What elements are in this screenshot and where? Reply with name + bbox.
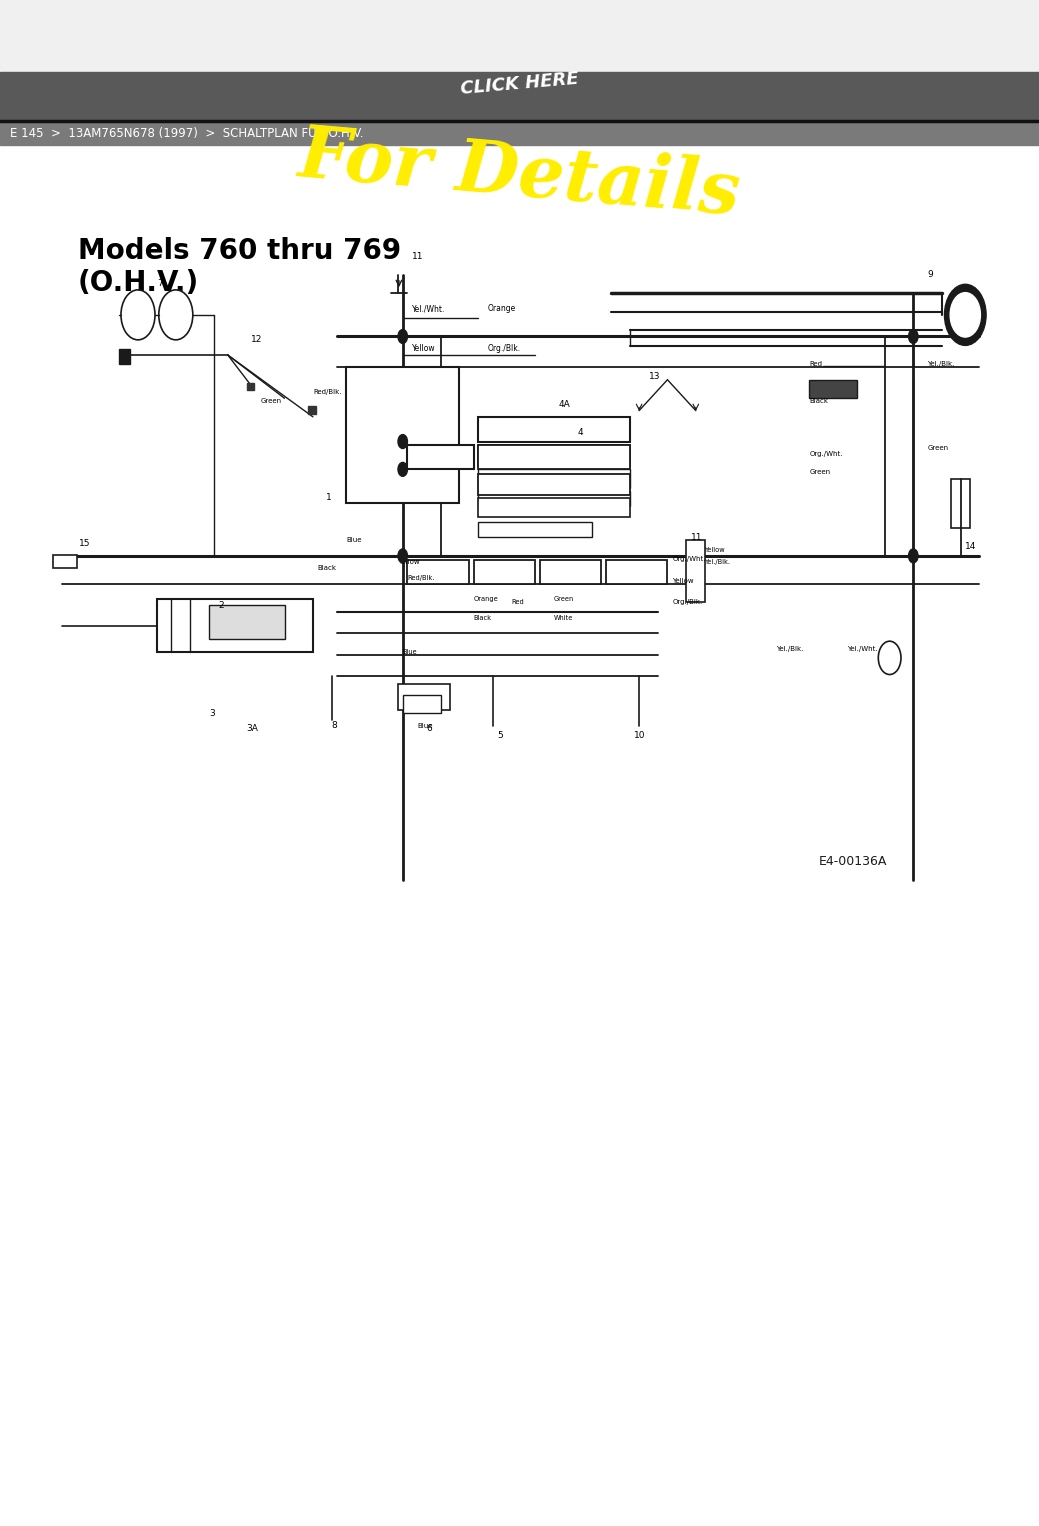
Text: 10: 10	[635, 731, 646, 740]
Bar	[157, 600, 313, 652]
Circle shape	[944, 284, 986, 345]
Text: Yellow: Yellow	[398, 559, 420, 565]
Text: For Details: For Details	[296, 121, 743, 230]
Text: White: White	[554, 615, 574, 621]
Bar	[53, 554, 77, 568]
Text: Green: Green	[261, 398, 282, 404]
Text: Orange: Orange	[474, 597, 499, 603]
Bar	[0, 122, 1039, 145]
Text: Org./Wht.: Org./Wht.	[672, 555, 705, 562]
Bar	[540, 560, 602, 584]
Text: 13: 13	[648, 372, 660, 382]
Bar	[398, 685, 450, 711]
Bar	[478, 491, 630, 507]
Text: 3: 3	[209, 710, 215, 717]
Text: 15: 15	[79, 539, 90, 548]
Text: 14: 14	[965, 542, 977, 551]
Text: Black: Black	[474, 615, 491, 621]
Text: Yellow: Yellow	[705, 546, 726, 552]
Text: Blue: Blue	[417, 723, 432, 729]
Bar	[478, 522, 592, 537]
Text: Green: Green	[554, 597, 575, 603]
Text: Red: Red	[809, 362, 822, 368]
Text: Org./Blk.: Org./Blk.	[672, 600, 702, 606]
Text: Blue: Blue	[346, 537, 362, 543]
Text: 8: 8	[331, 722, 338, 731]
Text: Green: Green	[809, 470, 830, 476]
Circle shape	[950, 293, 981, 337]
Bar	[474, 560, 535, 584]
Text: CLICK HERE: CLICK HERE	[459, 70, 580, 98]
Bar	[478, 470, 630, 488]
Circle shape	[398, 549, 407, 563]
Text: 11: 11	[412, 252, 424, 261]
Text: Red/Blk.: Red/Blk.	[313, 389, 342, 395]
Text: Yel./Blk.: Yel./Blk.	[928, 362, 955, 368]
Text: 4: 4	[578, 427, 583, 436]
Text: Yel./Blk.: Yel./Blk.	[776, 645, 803, 652]
Text: Org./Blk.: Org./Blk.	[488, 345, 521, 354]
Text: Green: Green	[928, 444, 949, 450]
Bar	[951, 479, 970, 528]
Bar	[346, 368, 459, 504]
Bar	[606, 560, 667, 584]
Bar	[119, 349, 131, 365]
Bar	[246, 383, 255, 391]
Bar	[478, 444, 630, 470]
Bar	[403, 694, 441, 714]
Text: Black: Black	[318, 565, 337, 571]
Text: 11: 11	[691, 533, 702, 542]
Circle shape	[398, 330, 407, 343]
Text: Yel./Blk.: Yel./Blk.	[705, 559, 731, 565]
Text: Yel./Wht.: Yel./Wht.	[412, 304, 446, 313]
Bar	[478, 417, 630, 441]
Text: 1: 1	[326, 493, 331, 502]
Text: Black: Black	[809, 398, 828, 404]
Text: 5: 5	[498, 731, 503, 740]
Bar	[478, 473, 630, 496]
Circle shape	[398, 435, 407, 449]
Bar	[687, 540, 705, 603]
Bar	[407, 444, 474, 470]
Text: E 145  >  13AM765N678 (1997)  >  SCHALTPLAN FUR O.H.V.: E 145 > 13AM765N678 (1997) > SCHALTPLAN …	[10, 127, 364, 140]
Text: E4-00136A: E4-00136A	[819, 855, 887, 868]
Text: Yel./Wht.: Yel./Wht.	[847, 645, 878, 652]
Text: 7: 7	[157, 279, 163, 288]
Bar	[407, 560, 469, 584]
Circle shape	[908, 549, 918, 563]
Bar	[478, 499, 630, 517]
Text: 3A: 3A	[246, 725, 259, 734]
Text: Blue: Blue	[403, 649, 418, 655]
Text: Yellow: Yellow	[672, 578, 694, 583]
Text: Org./Wht.: Org./Wht.	[809, 450, 843, 456]
Text: Red/Blk.: Red/Blk.	[407, 574, 434, 580]
Text: 9: 9	[928, 270, 933, 279]
Bar	[478, 444, 630, 467]
Bar	[309, 406, 316, 414]
Bar	[809, 380, 856, 398]
Text: Models 760 thru 769
(O.H.V.): Models 760 thru 769 (O.H.V.)	[78, 237, 401, 298]
Bar	[209, 606, 285, 639]
Text: Yellow: Yellow	[412, 345, 435, 354]
Text: Orange: Orange	[488, 304, 516, 313]
Text: 4A: 4A	[559, 400, 570, 409]
Text: Red: Red	[511, 600, 525, 606]
Text: 2: 2	[218, 601, 224, 610]
Text: 12: 12	[251, 336, 263, 343]
Circle shape	[398, 462, 407, 476]
Bar	[0, 72, 1039, 122]
Circle shape	[908, 330, 918, 343]
Text: 6: 6	[426, 725, 432, 734]
